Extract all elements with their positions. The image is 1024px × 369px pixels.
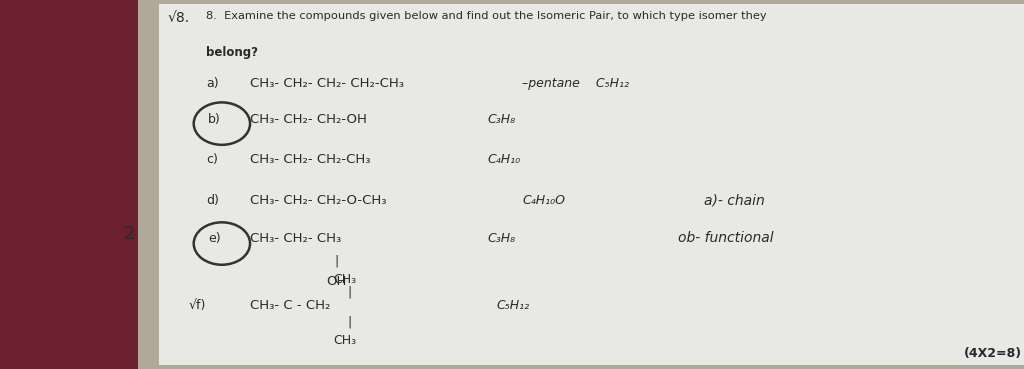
Text: C₄H₁₀: C₄H₁₀ [487,153,520,166]
Text: CH₃- CH₂- CH₂-OH: CH₃- CH₂- CH₂-OH [250,113,367,125]
Text: C₄H₁₀O: C₄H₁₀O [522,194,565,207]
Text: c): c) [206,153,218,166]
Text: –pentane    C₅H₁₂: –pentane C₅H₁₂ [522,77,629,90]
Text: b): b) [208,113,221,125]
Text: CH₃: CH₃ [334,273,356,286]
Text: |: | [334,255,338,268]
Text: a): a) [206,77,219,90]
Text: a)- chain: a)- chain [703,194,765,208]
FancyBboxPatch shape [159,4,1024,365]
Text: √f): √f) [189,299,207,312]
Text: 2: 2 [124,225,135,243]
Text: ob- functional: ob- functional [678,231,773,245]
Text: |: | [347,315,351,328]
Text: CH₃: CH₃ [334,334,356,347]
Text: CH₃- CH₂- CH₂-CH₃: CH₃- CH₂- CH₂-CH₃ [250,153,370,166]
Text: CH₃- CH₂- CH₃: CH₃- CH₂- CH₃ [250,232,341,245]
Text: CH₃- CH₂- CH₂-O-CH₃: CH₃- CH₂- CH₂-O-CH₃ [250,194,386,207]
Text: C₅H₁₂: C₅H₁₂ [497,299,529,312]
Text: C₃H₈: C₃H₈ [487,113,516,125]
Text: √8.: √8. [167,11,189,25]
Text: CH₃- CH₂- CH₂- CH₂-CH₃: CH₃- CH₂- CH₂- CH₂-CH₃ [250,77,403,90]
Text: C₃H₈: C₃H₈ [487,232,516,245]
Text: d): d) [206,194,219,207]
Text: e): e) [208,232,220,245]
Text: |: | [347,286,351,299]
Text: belong?: belong? [206,46,258,59]
Text: (4X2=8): (4X2=8) [964,347,1022,360]
Polygon shape [0,0,138,369]
Text: 8.  Examine the compounds given below and find out the Isomeric Pair, to which t: 8. Examine the compounds given below and… [206,11,767,21]
Text: OH: OH [326,275,346,288]
Text: CH₃- C - CH₂: CH₃- C - CH₂ [250,299,330,312]
